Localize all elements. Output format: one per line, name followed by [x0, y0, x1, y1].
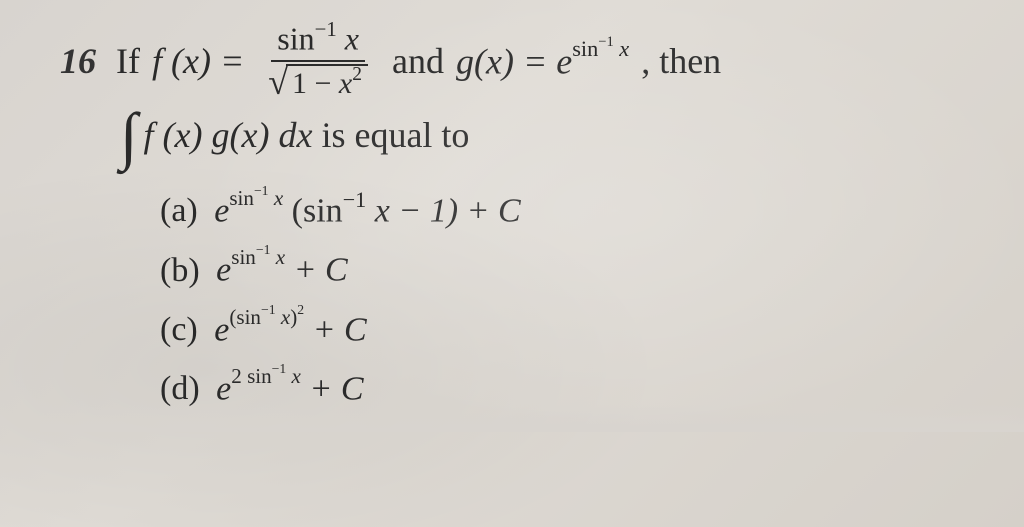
option-a-exp: sin−1 x [229, 186, 283, 210]
option-c-tail: + C [313, 311, 367, 348]
option-a-exp-sup: −1 [254, 183, 269, 198]
option-b-exp-var: x [276, 245, 285, 269]
option-d-exp-var: x [292, 364, 301, 388]
option-d: (d) e2 sin−1 x + C [160, 367, 964, 408]
option-d-tail: + C [309, 370, 363, 407]
den-var: x [339, 67, 352, 100]
fx-lhs: f (x) = [152, 40, 244, 82]
integral-body: f (x) g(x) dx is equal to [144, 114, 470, 156]
gx-def: g(x) = esin−1 x [456, 40, 629, 82]
option-c-exp: (sin−1 x)2 [229, 305, 304, 329]
den-exp: 2 [352, 64, 362, 85]
option-d-exp-fn: sin [247, 364, 272, 388]
option-c-exp-sup: −1 [261, 302, 276, 317]
option-d-base: e [216, 370, 231, 407]
integral-line: ∫ f (x) g(x) dx is equal to [120, 110, 964, 161]
options-block: (a) esin−1 x (sin−1 x − 1) + C (b) esin−… [160, 189, 964, 408]
option-c-base: e [214, 311, 229, 348]
gx-exp: sin−1 x [572, 36, 629, 61]
gx-base: e [556, 41, 572, 81]
option-c: (c) e(sin−1 x)2 + C [160, 308, 964, 349]
option-a: (a) esin−1 x (sin−1 x − 1) + C [160, 189, 964, 230]
option-a-tail-fn: sin [303, 192, 343, 229]
sqrt-body: 1 − x2 [286, 64, 368, 101]
fraction-denominator: √ 1 − x2 [262, 62, 374, 102]
option-b-exp-fn: sin [231, 245, 256, 269]
option-a-tail-open: ( [292, 192, 303, 229]
option-c-exp-outer-sup: 2 [297, 302, 304, 317]
gx-exp-var: x [619, 36, 629, 61]
option-a-label: (a) [160, 192, 198, 229]
fraction-numerator: sin−1 x [271, 20, 365, 62]
option-b-tail: + C [294, 252, 348, 289]
option-a-exp-fn: sin [229, 186, 254, 210]
gx-exp-sup: −1 [598, 34, 613, 50]
option-d-label: (d) [160, 370, 200, 407]
den-left: 1 − [292, 67, 339, 100]
int-g: g(x) [212, 115, 270, 155]
gx-exp-fn: sin [572, 36, 598, 61]
if-text: If [116, 40, 140, 82]
option-b-exp: sin−1 x [231, 245, 285, 269]
option-c-label: (c) [160, 311, 198, 348]
and-text: and [392, 40, 444, 82]
option-d-exp-sup: −1 [272, 361, 287, 376]
option-a-tail-sup: −1 [343, 187, 367, 212]
int-dx: dx [278, 115, 312, 155]
option-b-label: (b) [160, 252, 200, 289]
then-text: , then [641, 40, 721, 82]
option-d-exp-coef: 2 [231, 364, 247, 388]
num-exp: −1 [315, 18, 337, 41]
gx-lhs: g(x) = [456, 41, 556, 81]
int-f: f (x) [144, 115, 203, 155]
option-c-exp-var: x [281, 305, 290, 329]
option-b-base: e [216, 252, 231, 289]
num-var: x [345, 21, 359, 57]
num-fn: sin [277, 21, 314, 57]
integral-symbol: ∫ [120, 110, 138, 161]
option-b: (b) esin−1 x + C [160, 248, 964, 289]
option-c-exp-fn: sin [236, 305, 261, 329]
option-b-exp-sup: −1 [256, 242, 271, 257]
fraction-f: sin−1 x √ 1 − x2 [262, 20, 374, 102]
question-stem-line-1: 16 If f (x) = sin−1 x √ 1 − x2 and g(x) … [60, 20, 964, 102]
option-d-exp: 2 sin−1 x [231, 364, 301, 388]
option-a-exp-var: x [274, 186, 283, 210]
int-tail: is equal to [321, 115, 469, 155]
question-number: 16 [60, 40, 96, 82]
option-a-tail-rest: x − 1) + C [375, 192, 521, 229]
sqrt-wrap: √ 1 − x2 [268, 64, 368, 101]
option-a-base: e [214, 192, 229, 229]
